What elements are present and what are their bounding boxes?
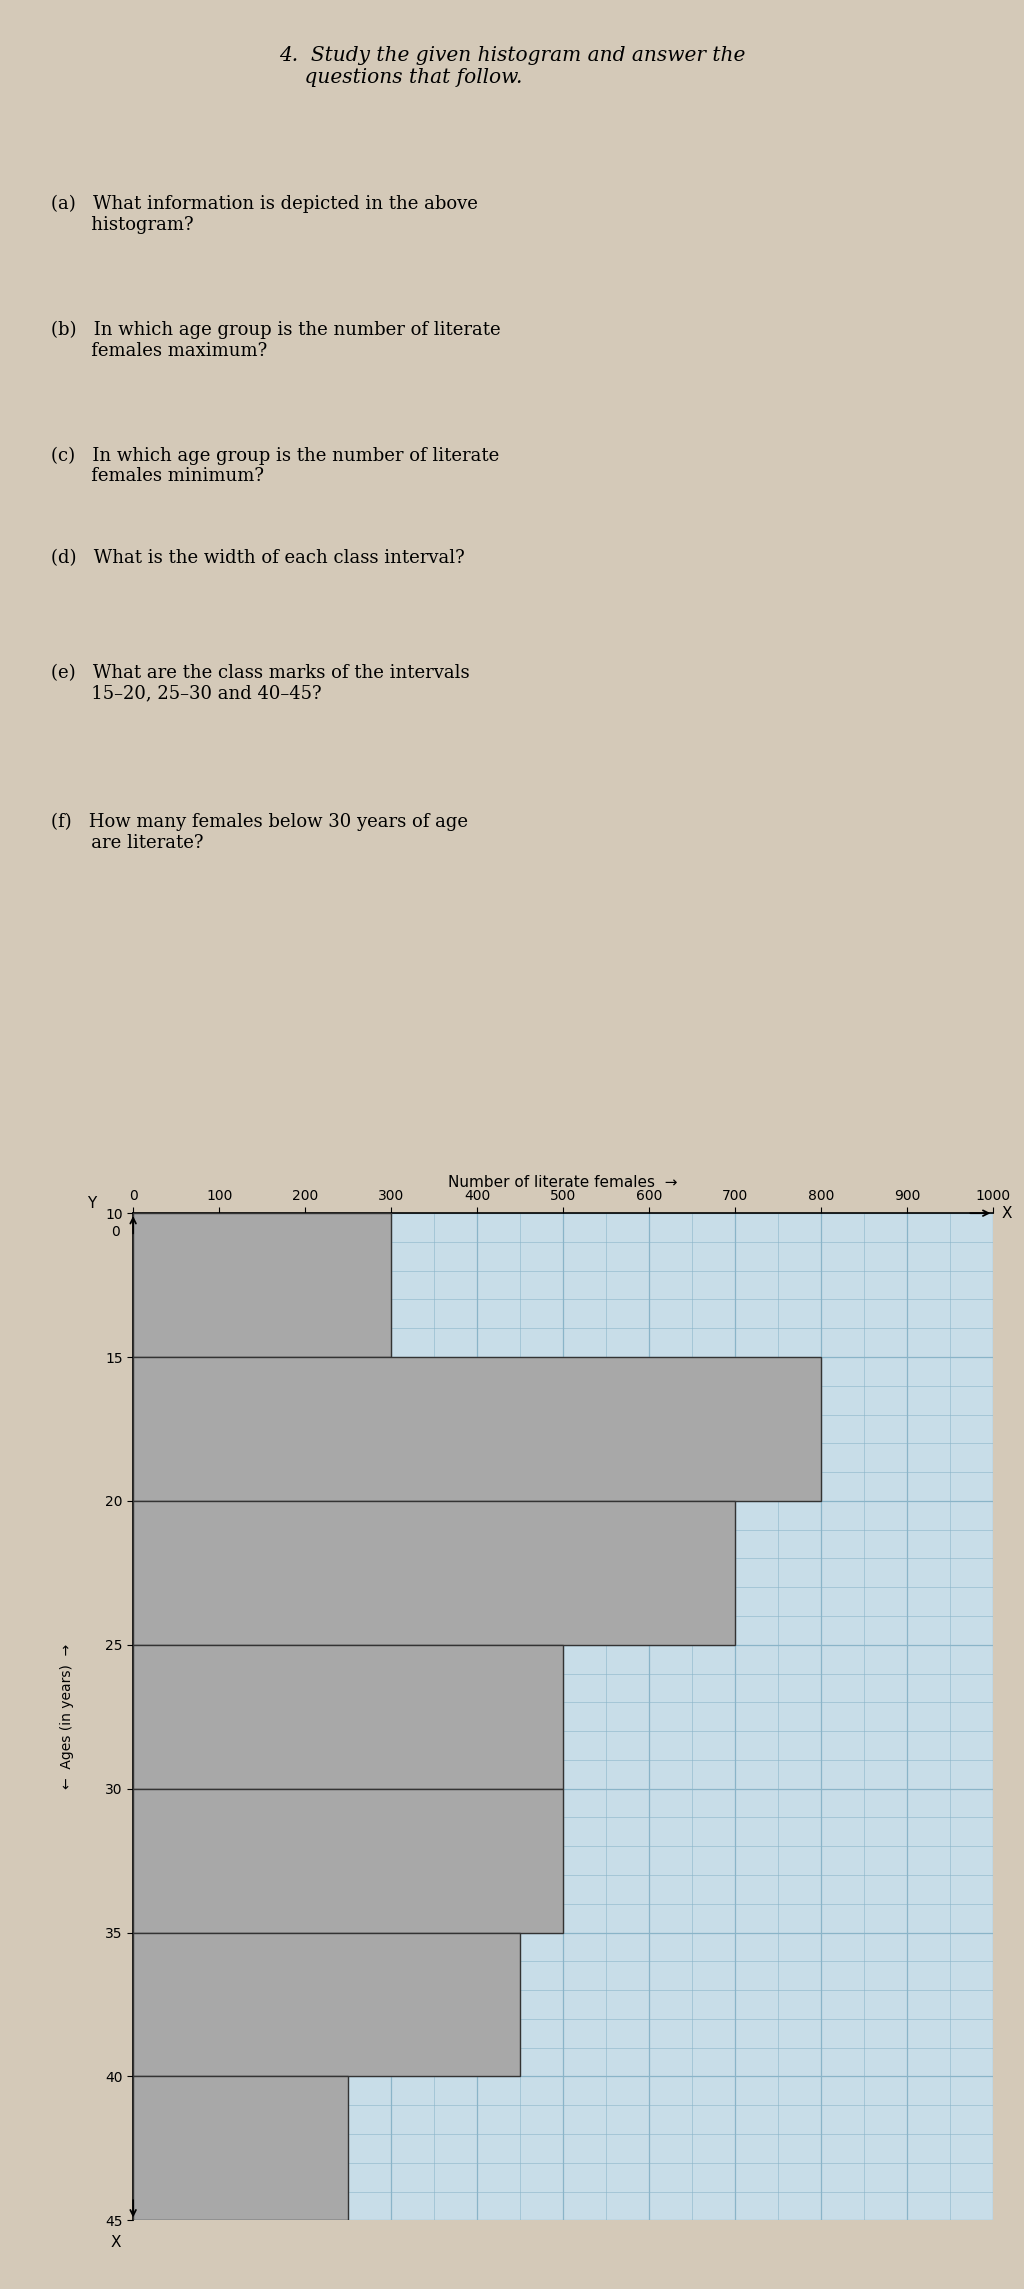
Text: 0: 0 (112, 1225, 120, 1238)
Text: (b)   In which age group is the number of literate
       females maximum?: (b) In which age group is the number of … (51, 320, 501, 359)
Bar (133, 2076, 348, 2220)
Text: (f)   How many females below 30 years of age
       are literate?: (f) How many females below 30 years of a… (51, 813, 468, 852)
Bar (133, 1357, 821, 1502)
Bar (133, 1788, 563, 1932)
Text: Y: Y (87, 1195, 97, 1211)
Text: X: X (111, 2234, 121, 2250)
Text: (c)   In which age group is the number of literate
       females minimum?: (c) In which age group is the number of … (51, 446, 500, 485)
Bar (133, 1213, 391, 1357)
Text: (d)   What is the width of each class interval?: (d) What is the width of each class inte… (51, 549, 465, 568)
Text: X: X (1001, 1206, 1013, 1220)
Bar (133, 1502, 735, 1646)
Text: (a)   What information is depicted in the above
       histogram?: (a) What information is depicted in the … (51, 195, 478, 233)
Text: Number of literate females  →: Number of literate females → (449, 1174, 678, 1190)
Bar (133, 1932, 520, 2076)
Text: (e)   What are the class marks of the intervals
       15–20, 25–30 and 40–45?: (e) What are the class marks of the inte… (51, 664, 470, 703)
Bar (133, 1646, 563, 1788)
Text: 4.  Study the given histogram and answer the
    questions that follow.: 4. Study the given histogram and answer … (279, 46, 745, 87)
Text: ←  Ages (in years)  →: ← Ages (in years) → (59, 1644, 74, 1790)
